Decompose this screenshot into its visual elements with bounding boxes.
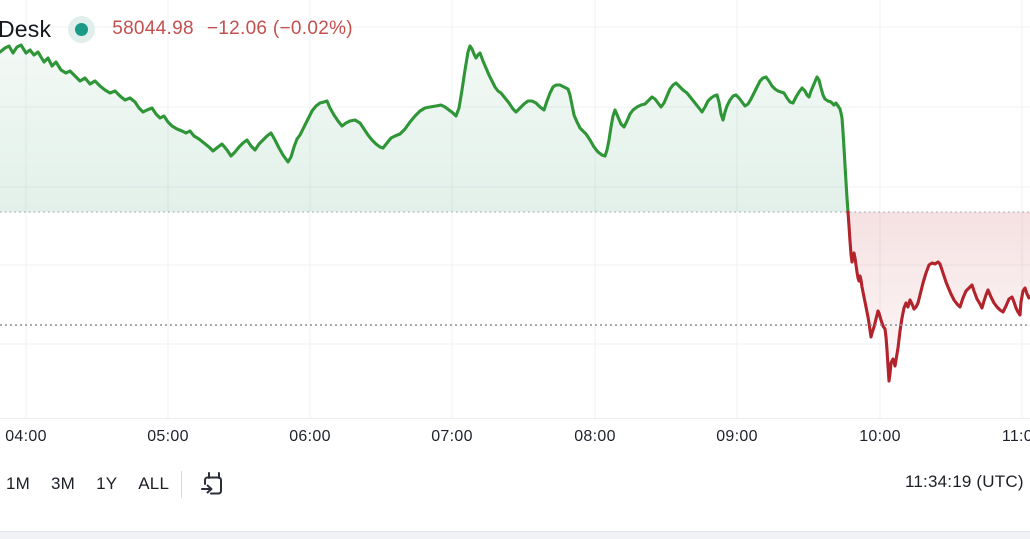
chart-legend: Desk 58044.98 −12.06 (−0.02%)	[0, 13, 353, 45]
toolbar-divider	[181, 470, 183, 498]
time-tick-label: 09:00	[716, 428, 758, 445]
time-tick-label: 11:00	[1001, 428, 1030, 445]
time-tick-label: 07:00	[431, 428, 473, 445]
price-change-value: −12.06 (−0.02%)	[206, 18, 353, 39]
price-line-down	[846, 210, 1030, 383]
go-to-date-button[interactable]	[197, 468, 229, 500]
time-axis[interactable]: 04:00 05:00 06:00 07:00 08:00 09:00 10:00 11:00	[0, 418, 1030, 456]
calendar-arrow-icon	[201, 472, 223, 495]
time-tick-label: 06:00	[289, 428, 331, 445]
range-buttons: 1M 3M 1Y ALL	[5, 472, 170, 496]
chart-plot-area[interactable]: Desk 58044.98 −12.06 (−0.02%)	[0, 0, 1030, 418]
down-area-fill	[848, 212, 1030, 381]
chart-svg[interactable]	[0, 0, 1030, 418]
time-tick-label: 10:00	[859, 428, 901, 445]
chart-toolbar: 1M 3M 1Y ALL 11:34:19 (UTC)	[0, 455, 1030, 513]
brand-text: Desk	[0, 15, 52, 42]
time-tick-label: 08:00	[574, 428, 616, 445]
price-line-up	[0, 43, 850, 214]
series-marker	[68, 15, 96, 43]
teal-dot-icon	[75, 22, 89, 36]
range-button-3m[interactable]: 3M	[50, 472, 76, 496]
last-price-value: 58044.98	[112, 18, 194, 39]
up-area-fill	[0, 45, 848, 212]
time-tick-label: 04:00	[5, 428, 47, 445]
range-button-1m[interactable]: 1M	[5, 472, 31, 496]
range-button-1y[interactable]: 1Y	[95, 472, 118, 496]
time-tick-label: 05:00	[147, 428, 189, 445]
range-button-all[interactable]: ALL	[137, 472, 170, 496]
chart-clock[interactable]: 11:34:19 (UTC)	[905, 472, 1024, 491]
page-bottom-strip	[0, 531, 1030, 539]
